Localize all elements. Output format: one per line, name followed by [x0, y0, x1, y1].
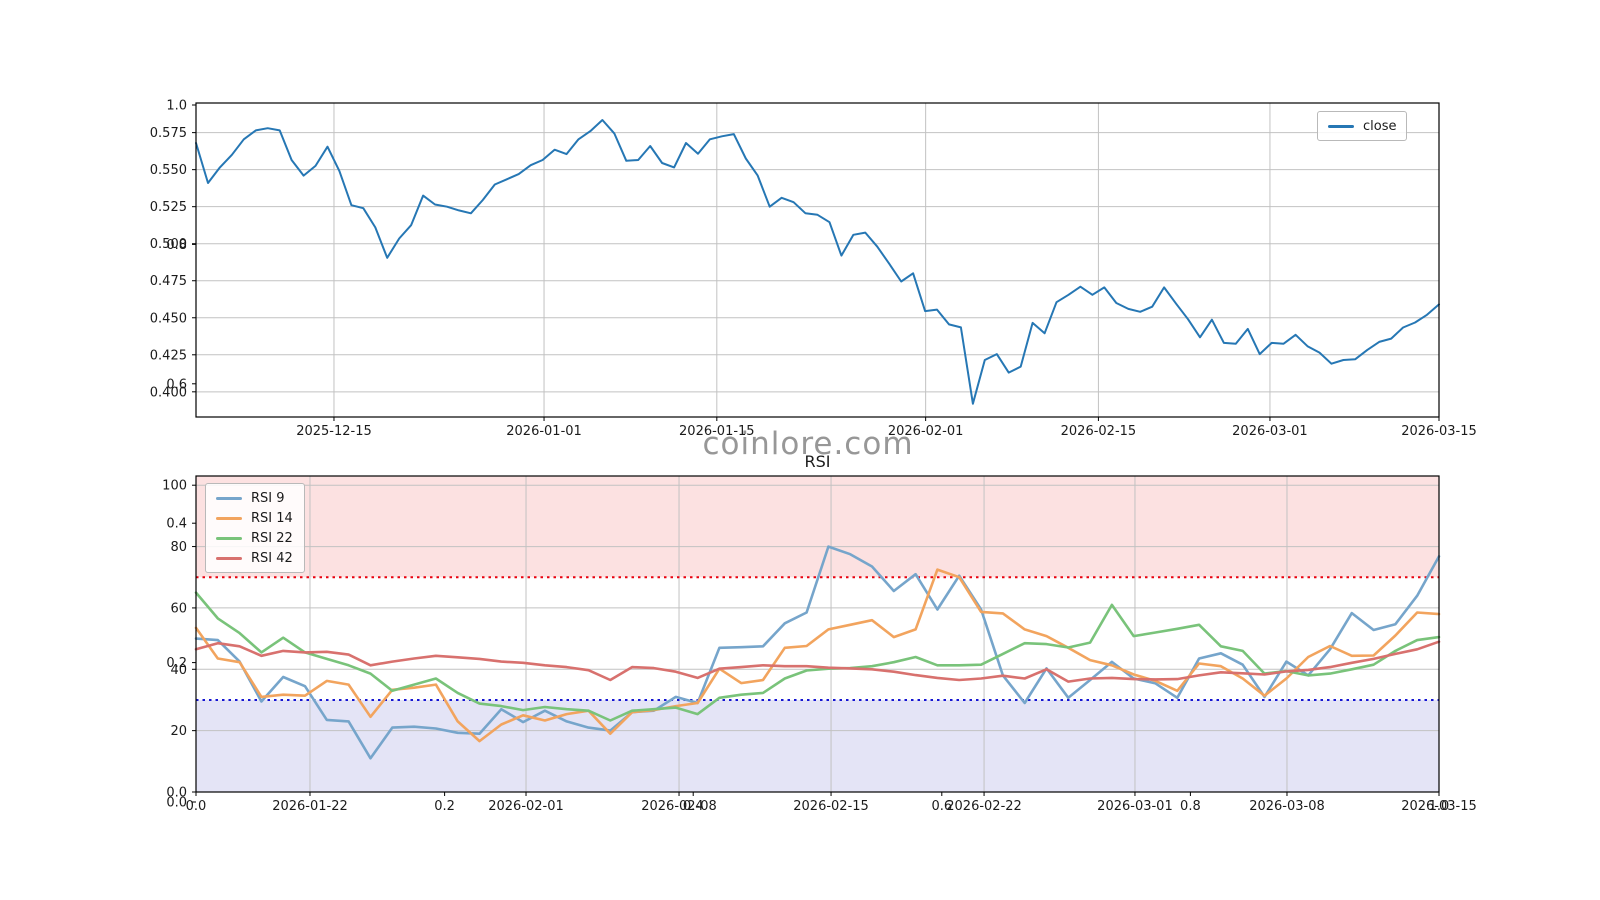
legend-line-swatch	[216, 516, 242, 520]
legend-price: close	[1317, 111, 1408, 141]
legend-label: RSI 42	[251, 550, 293, 566]
overlay-y-tick-label: 0.0	[166, 796, 187, 811]
legend-line-swatch	[216, 496, 242, 500]
legend-label: RSI 14	[251, 510, 293, 526]
close-line	[195, 119, 1440, 405]
price-y-tick-label: 0.475	[150, 274, 187, 289]
overlay-y-tick-label: 0.8	[166, 238, 187, 253]
rsi-x-tick-label: 2026-03-08	[1249, 799, 1325, 814]
rsi-overlay-x-tick-label: 1.0	[1429, 799, 1450, 814]
legend-line-swatch	[1328, 124, 1354, 128]
rsi-y-tick-label: 60	[170, 601, 187, 616]
rsi-frame	[195, 475, 1440, 793]
price-y-tick-label: 0.450	[150, 311, 187, 326]
price-y-tick-label: 0.425	[150, 348, 187, 363]
rsi-x-tick-label: 2026-02-22	[946, 799, 1022, 814]
rsi-overlay-x-tick-label: 0.2	[434, 799, 455, 814]
legend-rsi: RSI 9 RSI 14 RSI 22 RSI 42	[205, 483, 305, 573]
price-x-tick-label: 2026-01-01	[506, 424, 582, 439]
legend-label: close	[1363, 118, 1397, 134]
legend-label: RSI 9	[251, 490, 285, 506]
watermark: coinlore.com	[702, 426, 914, 462]
price-x-tick-label: 2026-03-15	[1401, 424, 1477, 439]
price-x-tick-label: 2026-02-15	[1061, 424, 1137, 439]
rsi-x-tick-label: 2026-03-15	[1401, 799, 1477, 814]
overlay-y-tick-label: 0.2	[166, 656, 187, 671]
rsi-overlay-x-tick-label: 0.0	[186, 799, 207, 814]
legend-item-rsi-9: RSI 9	[216, 488, 294, 508]
rsi-band-overbought	[196, 476, 1439, 578]
rsi-y-tick-label: 0.0	[166, 786, 187, 801]
rsi-9-line	[194, 545, 1441, 760]
price-y-tick-label: 0.550	[150, 163, 187, 178]
rsi-x-tick-label: 2026-02-01	[488, 799, 564, 814]
legend-item-close: close	[1328, 116, 1396, 136]
price-y-tick-label: 0.575	[150, 126, 187, 141]
overlay-y-tick-label: 1.0	[166, 99, 187, 114]
rsi-22-line	[194, 591, 1441, 722]
rsi-42-line	[194, 640, 1441, 683]
rsi-y-tick-label: 100	[162, 479, 187, 494]
overlay-y-tick-label: 0.4	[166, 517, 187, 532]
rsi-y-tick-label: 40	[170, 663, 187, 678]
legend-label: RSI 22	[251, 530, 293, 546]
rsi-band-oversold	[196, 699, 1439, 792]
rsi-overlay-x-tick-label: 0.4	[683, 799, 704, 814]
price-x-tick-label: 2025-12-15	[296, 424, 372, 439]
rsi-x-tick-label: 2026-01-22	[272, 799, 348, 814]
price-y-tick-label: 0.400	[150, 385, 187, 400]
rsi-x-tick-label: 2026-02-15	[793, 799, 869, 814]
rsi-overlay-x-tick-label: 0.6	[931, 799, 952, 814]
price-x-tick-label: 2026-01-15	[679, 424, 755, 439]
overlay-y-tick-label: 0.6	[166, 377, 187, 392]
price-x-tick-label: 2026-03-01	[1232, 424, 1308, 439]
legend-item-rsi-22: RSI 22	[216, 528, 294, 548]
rsi-y-tick-label: 80	[170, 540, 187, 555]
legend-item-rsi-42: RSI 42	[216, 548, 294, 568]
legend-line-swatch	[216, 536, 242, 540]
legend-item-rsi-14: RSI 14	[216, 508, 294, 528]
rsi-x-tick-label: 2026-03-01	[1097, 799, 1173, 814]
rsi-panel-title: RSI	[804, 452, 831, 471]
price-frame	[195, 102, 1440, 418]
legend-line-swatch	[216, 556, 242, 560]
rsi-overlay-x-tick-label: 0.8	[1180, 799, 1201, 814]
price-y-tick-label: 0.525	[150, 200, 187, 215]
price-y-tick-label: 0.500	[150, 237, 187, 252]
rsi-y-tick-label: 20	[170, 724, 187, 739]
price-x-tick-label: 2026-02-01	[888, 424, 964, 439]
rsi-x-tick-label: 2026-02-08	[641, 799, 717, 814]
